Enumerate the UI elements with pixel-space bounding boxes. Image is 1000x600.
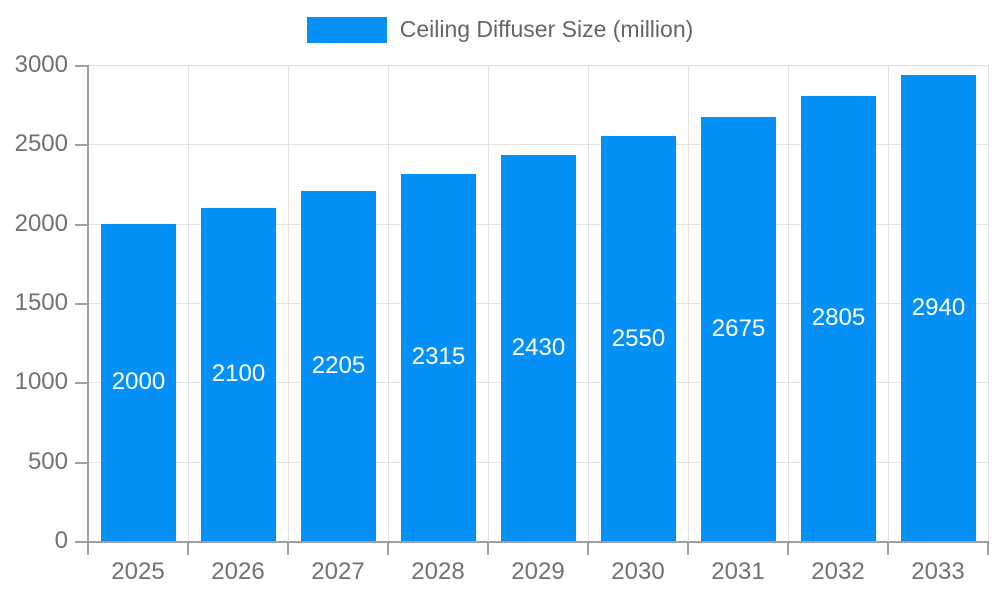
bar-value-label: 2805 — [811, 304, 866, 331]
y-axis-tick — [75, 224, 87, 226]
y-axis-tick — [75, 65, 87, 67]
gridline-vertical — [788, 65, 789, 541]
gridline-vertical — [988, 65, 989, 541]
legend[interactable]: Ceiling Diffuser Size (million) — [0, 16, 1000, 43]
x-axis-tick — [787, 543, 789, 555]
y-axis-tick — [75, 144, 87, 146]
bar[interactable] — [501, 155, 576, 541]
bar-value-label: 2000 — [111, 368, 166, 395]
y-axis-line — [87, 65, 89, 543]
y-axis-tick-label: 1000 — [14, 368, 68, 395]
gridline-horizontal — [88, 65, 988, 66]
gridline-vertical — [188, 65, 189, 541]
bar[interactable] — [401, 174, 476, 541]
x-axis-tick — [287, 543, 289, 555]
gridline-vertical — [588, 65, 589, 541]
y-axis-tick — [75, 541, 87, 543]
y-axis-tick-label: 500 — [27, 448, 68, 475]
y-axis-tick-label: 2500 — [14, 130, 68, 157]
bar[interactable] — [201, 208, 276, 541]
y-axis-tick-label: 1500 — [14, 289, 68, 316]
x-axis-tick — [587, 543, 589, 555]
bar[interactable] — [801, 96, 876, 541]
legend-swatch-icon — [306, 16, 387, 43]
bar[interactable] — [701, 117, 776, 541]
y-axis-tick — [75, 303, 87, 305]
gridline-vertical — [888, 65, 889, 541]
bar-value-label: 2205 — [311, 352, 366, 379]
legend-label: Ceiling Diffuser Size (million) — [399, 16, 694, 42]
x-axis-tick-label: 2025 — [111, 558, 165, 585]
x-axis-tick-label: 2026 — [211, 558, 265, 585]
x-axis-tick — [87, 543, 89, 555]
x-axis-tick-label: 2032 — [811, 558, 865, 585]
y-axis-tick — [75, 382, 87, 384]
x-axis-tick — [687, 543, 689, 555]
bar-value-label: 2430 — [511, 334, 566, 361]
x-axis-tick-label: 2027 — [311, 558, 365, 585]
x-axis-tick — [987, 543, 989, 555]
x-axis-tick-label: 2029 — [511, 558, 565, 585]
x-axis-tick — [887, 543, 889, 555]
x-axis-tick — [387, 543, 389, 555]
bar-value-label: 2315 — [411, 343, 466, 370]
x-axis-tick — [487, 543, 489, 555]
bar[interactable] — [901, 75, 976, 541]
gridline-vertical — [388, 65, 389, 541]
x-axis-tick-label: 2030 — [611, 558, 665, 585]
x-axis-tick-label: 2028 — [411, 558, 465, 585]
gridline-horizontal — [88, 144, 988, 145]
gridline-vertical — [288, 65, 289, 541]
bar[interactable] — [601, 136, 676, 541]
bar[interactable] — [101, 224, 176, 541]
x-axis-tick — [187, 543, 189, 555]
y-axis-tick — [75, 462, 87, 464]
x-axis-tick-label: 2031 — [711, 558, 765, 585]
gridline-vertical — [688, 65, 689, 541]
y-axis-tick-label: 3000 — [14, 51, 68, 78]
bar[interactable] — [301, 191, 376, 541]
x-axis-tick-label: 2033 — [911, 558, 965, 585]
bar-value-label: 2550 — [611, 325, 666, 352]
y-axis-tick-label: 0 — [54, 527, 68, 554]
y-axis-tick-label: 2000 — [14, 210, 68, 237]
bar-value-label: 2940 — [911, 294, 966, 321]
gridline-vertical — [488, 65, 489, 541]
x-axis-line — [87, 541, 989, 543]
bar-value-label: 2675 — [711, 315, 766, 342]
bar-value-label: 2100 — [211, 360, 266, 387]
